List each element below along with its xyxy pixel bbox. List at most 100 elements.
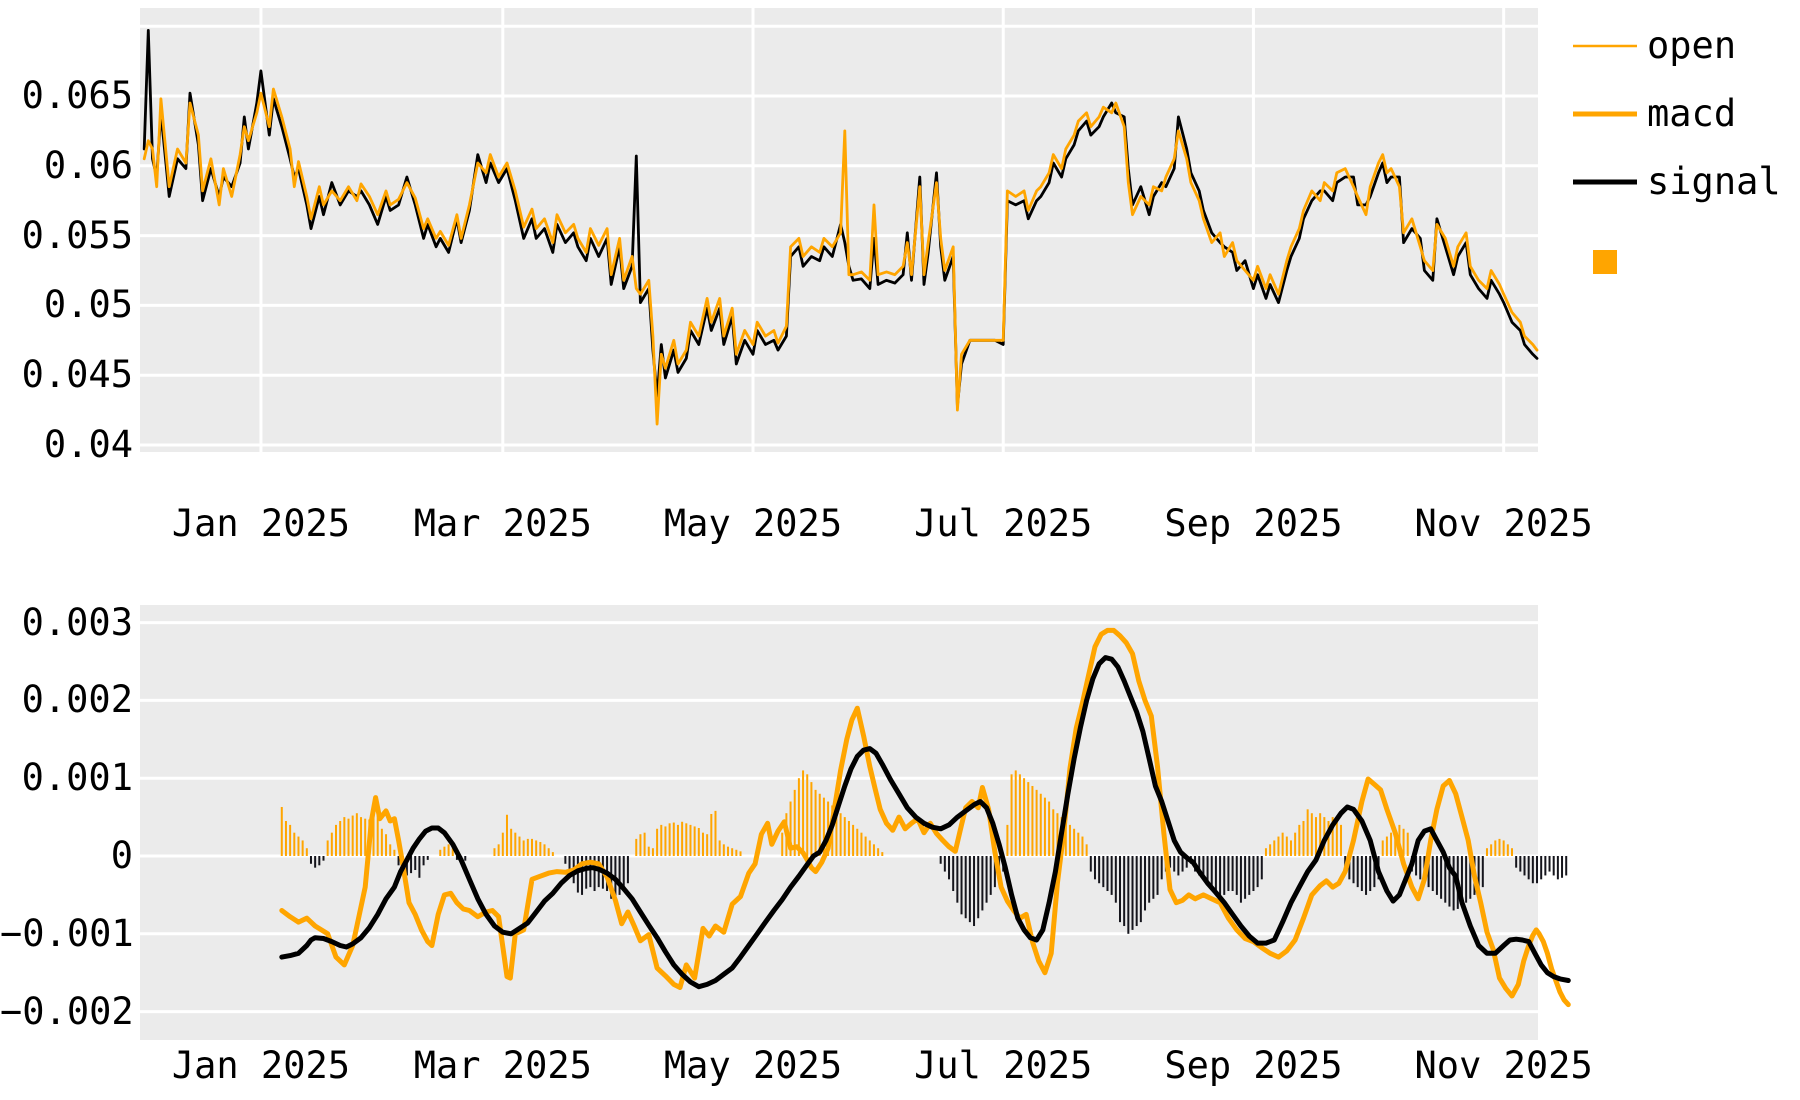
macd-histogram-bar: [856, 828, 859, 856]
macd-histogram-bar: [1469, 856, 1472, 899]
macd-histogram-bar: [1235, 856, 1238, 895]
macd-histogram-bar: [714, 810, 717, 856]
macd-histogram-bar: [1027, 782, 1030, 856]
price-x-tick-label: Sep 2025: [1164, 502, 1343, 545]
macd-histogram-bar: [793, 789, 796, 856]
macd-histogram-bar: [1289, 840, 1292, 856]
legend-label-signal: signal: [1647, 160, 1781, 203]
macd-y-tick-label: −0.001: [0, 911, 134, 955]
price-y-tick-label: 0.05: [43, 283, 133, 327]
macd-histogram-bar: [1198, 856, 1201, 876]
macd-histogram-bar: [1231, 856, 1234, 892]
macd-histogram-bar: [668, 823, 671, 856]
price-x-tick-label: Nov 2025: [1414, 502, 1593, 545]
price-y-tick-label: 0.06: [43, 143, 133, 187]
macd-x-tick-label: Jul 2025: [914, 1044, 1093, 1087]
macd-x-tick-label: May 2025: [663, 1044, 843, 1087]
macd-histogram-bar: [726, 846, 729, 856]
legend-patch-swatch: [1593, 250, 1617, 274]
macd-histogram-bar: [964, 856, 967, 919]
macd-histogram-bar: [1248, 856, 1251, 895]
macd-histogram-bar: [1114, 856, 1117, 903]
macd-histogram-bar: [881, 852, 884, 856]
macd-histogram-bar: [1264, 848, 1267, 856]
macd-histogram-bar: [1540, 856, 1543, 880]
macd-histogram-bar: [1031, 785, 1034, 856]
macd-histogram-bar: [664, 826, 667, 856]
macd-histogram-bar: [626, 856, 629, 884]
macd-histogram-bar: [464, 856, 467, 861]
macd-histogram-bar: [1485, 848, 1488, 856]
macd-histogram-bar: [1490, 844, 1493, 856]
macd-histogram-bar: [1202, 856, 1205, 880]
macd-histogram-bar: [593, 856, 596, 892]
macd-histogram-bar: [860, 832, 863, 856]
macd-histogram-bar: [868, 840, 871, 856]
macd-histogram-bar: [693, 826, 696, 856]
macd-histogram-bar: [843, 817, 846, 856]
macd-histogram-bar: [1531, 856, 1534, 884]
macd-histogram-bar: [1068, 824, 1071, 856]
macd-histogram-bar: [1402, 828, 1405, 856]
macd-histogram-bar: [960, 856, 963, 915]
macd-histogram-bar: [284, 820, 287, 856]
macd-histogram-bar: [1098, 856, 1101, 884]
macd-histogram-bar: [1427, 856, 1430, 888]
macd-histogram-bar: [1177, 856, 1180, 876]
macd-histogram-bar: [1006, 824, 1009, 856]
macd-histogram-bar: [564, 856, 567, 864]
macd-histogram-bar: [622, 856, 625, 892]
macd-y-tick-label: −0.002: [0, 989, 134, 1033]
macd-histogram-bar: [343, 817, 346, 856]
macd-histogram-bar: [1285, 836, 1288, 856]
macd-histogram-bar: [414, 856, 417, 871]
macd-histogram-bar: [1148, 856, 1151, 903]
macd-histogram-bar: [968, 856, 971, 923]
macd-histogram-bar: [581, 856, 584, 895]
macd-histogram-bar: [1502, 840, 1505, 856]
macd-histogram-bar: [1381, 840, 1384, 856]
macd-histogram-bar: [1081, 836, 1084, 856]
macd-histogram-bar: [1127, 856, 1130, 934]
macd-histogram-bar: [347, 818, 350, 856]
macd-histogram-bar: [948, 856, 951, 880]
macd-histogram-bar: [301, 840, 304, 856]
macd-histogram-bar: [656, 828, 659, 856]
macd-histogram-bar: [1306, 809, 1309, 856]
macd-histogram-bar: [1123, 856, 1126, 927]
macd-histogram-bar: [877, 848, 880, 856]
macd-histogram-bar: [1556, 856, 1559, 880]
macd-y-tick-label: 0.001: [21, 756, 133, 800]
series-open: [142, 87, 1539, 426]
macd-histogram-bar: [1239, 856, 1242, 903]
macd-histogram-bar: [1506, 844, 1509, 856]
price-x-tick-label: Jan 2025: [171, 502, 351, 545]
macd-histogram-bar: [1110, 856, 1113, 895]
macd-histogram-bar: [518, 836, 521, 856]
macd-histogram-bar: [1565, 856, 1568, 876]
macd-histogram-bar: [1281, 832, 1284, 856]
macd-histogram-bar: [1435, 856, 1438, 895]
macd-histogram-bar: [530, 838, 533, 856]
macd-histogram-bar: [651, 848, 654, 856]
macd-histogram-bar: [685, 823, 688, 856]
macd-histogram-bar: [735, 849, 738, 856]
macd-histogram-bar: [647, 846, 650, 856]
macd-histogram-bar: [351, 815, 354, 856]
macd-histogram-bar: [1014, 770, 1017, 856]
macd-histogram-bar: [522, 840, 525, 856]
macd-histogram-bar: [993, 856, 996, 888]
macd-histogram-bar: [360, 817, 363, 856]
macd-histogram-bar: [1048, 801, 1051, 856]
macd-histogram-bar: [426, 856, 429, 860]
macd-histogram-bar: [814, 789, 817, 856]
macd-histogram-bar: [852, 824, 855, 856]
macd-histogram-bar: [405, 856, 408, 876]
macd-histogram-bar: [1052, 809, 1055, 856]
macd-histogram-bar: [818, 793, 821, 856]
macd-histogram-bar: [1089, 856, 1092, 872]
macd-y-tick-label: 0: [110, 834, 133, 877]
macd-histogram-bar: [326, 840, 329, 856]
